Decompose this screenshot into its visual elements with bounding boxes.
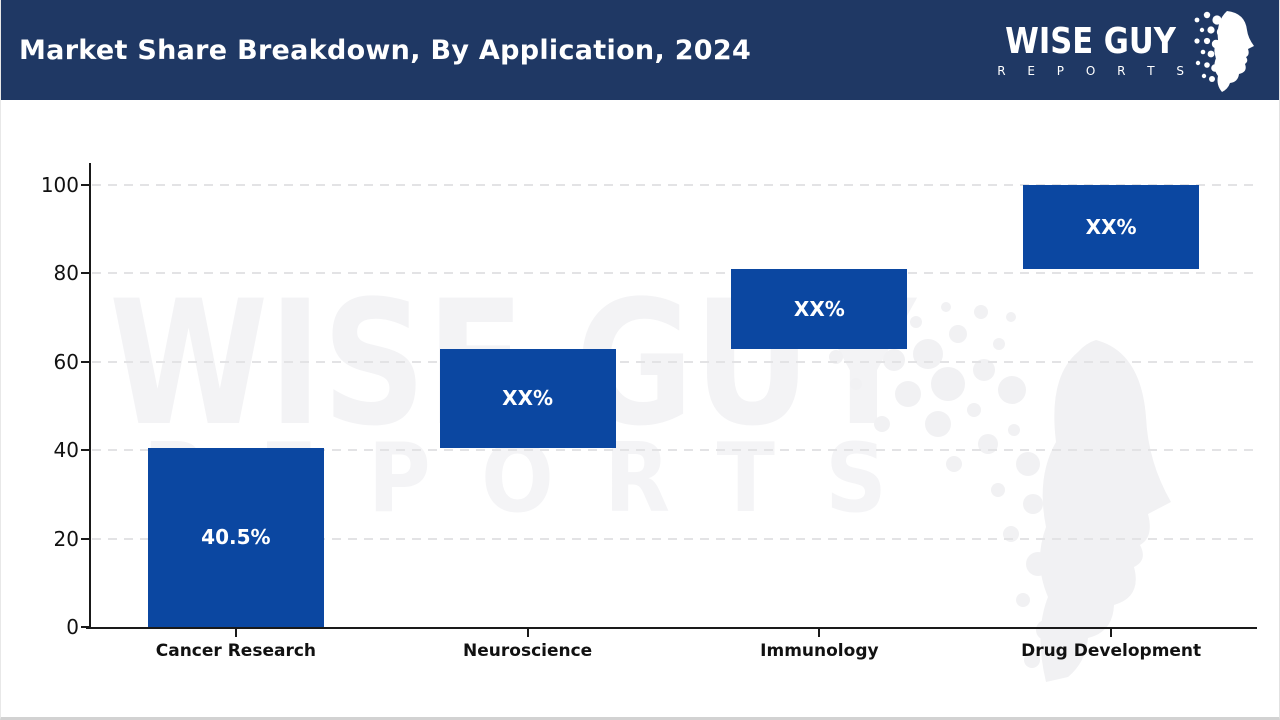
- x-tick-mark: [1110, 629, 1113, 637]
- x-tick-mark: [234, 629, 237, 637]
- y-tick-label: 0: [66, 615, 79, 639]
- x-tick-mark: [526, 629, 529, 637]
- header-bar: Market Share Breakdown, By Application, …: [1, 0, 1279, 100]
- brand-wordmark: WISE GUY R E P O R T S: [988, 20, 1193, 78]
- bar-drug-development: XX%: [1023, 185, 1200, 269]
- y-tick-mark: [81, 449, 90, 452]
- x-tick-label-cancer-research: Cancer Research: [155, 641, 317, 661]
- y-tick-label: 80: [53, 261, 79, 286]
- y-tick-label: 20: [53, 526, 79, 551]
- y-tick-mark: [81, 360, 90, 363]
- y-tick-mark: [81, 537, 90, 540]
- bar-value-label: XX%: [793, 296, 845, 321]
- plot-canvas: 0 20 40 60 80 100 40.5% Cancer Research XX% Neuro…: [1, 100, 1279, 717]
- gridline-40: [92, 449, 1254, 452]
- bar-immunology: XX%: [731, 268, 908, 349]
- gridline-80: [92, 272, 1254, 275]
- y-tick-mark: [81, 272, 90, 275]
- x-tick-mark: [818, 629, 821, 637]
- bar-value-label: XX%: [1085, 214, 1137, 239]
- y-tick-mark: [81, 184, 90, 186]
- brand-subtitle: R E P O R T S: [997, 63, 1193, 78]
- y-tick-label: 40: [53, 438, 79, 463]
- y-tick-mark: [81, 626, 90, 628]
- x-tick-label-drug-development: Drug Development: [1021, 641, 1202, 661]
- dotted-head-logo-icon: [1194, 11, 1254, 92]
- chart-area: WISE GUY REPORTS 0 20 40 60 80 100 40.5% Cancer…: [1, 100, 1279, 717]
- gridline-20: [92, 537, 1254, 540]
- y-axis-line: [89, 163, 91, 629]
- watermark-dotted-head-icon: [829, 302, 1171, 682]
- bar-value-label: 40.5%: [201, 525, 271, 550]
- x-axis-line: [86, 627, 1257, 629]
- x-tick-label-neuroscience: Neuroscience: [463, 641, 593, 661]
- gridline-100: [92, 184, 1254, 186]
- bar-value-label: XX%: [502, 386, 554, 411]
- gridline-60: [92, 360, 1254, 363]
- page-title: Market Share Breakdown, By Application, …: [19, 34, 752, 66]
- x-tick-label-immunology: Immunology: [760, 641, 879, 661]
- y-tick-label: 60: [53, 349, 79, 374]
- y-tick-label: 100: [40, 173, 79, 197]
- bar-neuroscience: XX%: [439, 348, 616, 448]
- brand-logo: WISE GUY R E P O R T S: [988, 8, 1259, 92]
- brand-name: WISE GUY: [1005, 20, 1177, 62]
- bar-cancer-research: 40.5%: [147, 447, 324, 627]
